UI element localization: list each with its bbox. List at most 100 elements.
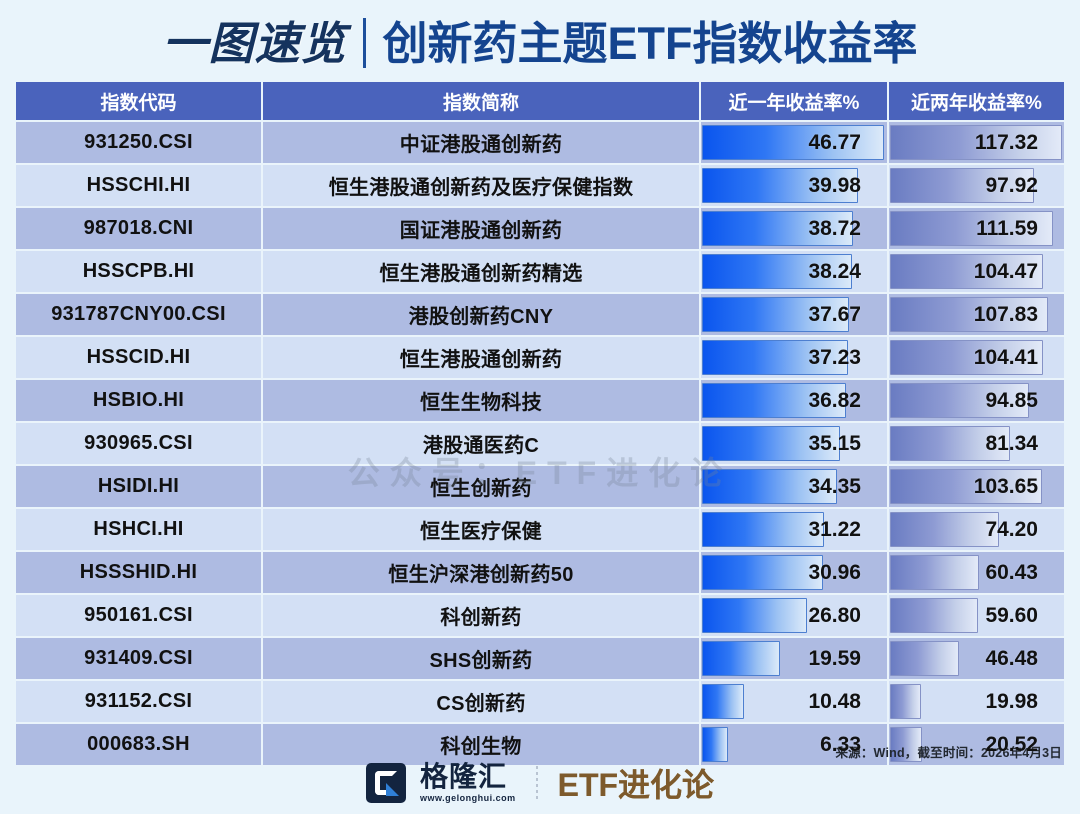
cell-index-name: 国证港股通创新药 bbox=[262, 207, 701, 251]
cell-two-year-return: 60.43 bbox=[888, 551, 1064, 595]
column-header-oneyear: 近一年收益率% bbox=[700, 82, 889, 122]
table-row: 000683.SH 科创生物 6.33 20.52 bbox=[16, 723, 1064, 767]
cell-index-name: 恒生港股通创新药 bbox=[262, 336, 701, 380]
table-row: 931250.CSI 中证港股通创新药 46.77 117.32 bbox=[16, 121, 1064, 165]
cell-one-year-return: 34.35 bbox=[700, 465, 889, 509]
gelonghui-wordmark: 格隆汇 www.gelonghui.com bbox=[420, 763, 516, 803]
bar-value-label: 94.85 bbox=[985, 389, 1038, 412]
cell-index-code: 931787CNY00.CSI bbox=[16, 293, 263, 337]
bar-two-year bbox=[890, 426, 1010, 461]
bar-one-year bbox=[702, 641, 780, 676]
cell-one-year-return: 30.96 bbox=[700, 551, 889, 595]
cell-index-code: HSBIO.HI bbox=[16, 379, 263, 423]
brand-url-label: www.gelonghui.com bbox=[419, 793, 516, 803]
bar-two-year bbox=[890, 383, 1030, 418]
bar-one-year bbox=[702, 555, 824, 590]
cell-index-name: 港股通医药C bbox=[262, 422, 701, 466]
cell-index-name: 科创生物 bbox=[262, 723, 701, 767]
cell-index-code: HSHCI.HI bbox=[16, 508, 263, 552]
bar-two-year bbox=[890, 641, 960, 676]
bar-value-label: 46.48 bbox=[985, 647, 1038, 670]
cell-one-year-return: 31.22 bbox=[700, 508, 889, 552]
bar-value-label: 59.60 bbox=[985, 604, 1038, 627]
bar-value-label: 46.77 bbox=[808, 131, 861, 154]
bar-value-label: 103.65 bbox=[973, 475, 1038, 498]
bar-two-year bbox=[890, 125, 1062, 160]
cell-index-code: HSSCHI.HI bbox=[16, 164, 263, 208]
table-row: 931787CNY00.CSI 港股创新药CNY 37.67 107.83 bbox=[16, 293, 1064, 337]
bar-one-year bbox=[702, 383, 847, 418]
bar-value-label: 38.24 bbox=[808, 260, 861, 283]
cell-one-year-return: 39.98 bbox=[700, 164, 889, 208]
cell-index-name: 中证港股通创新药 bbox=[262, 121, 701, 165]
column-header-name: 指数简称 bbox=[262, 82, 701, 122]
cell-one-year-return: 35.15 bbox=[700, 422, 889, 466]
cell-index-code: 931409.CSI bbox=[16, 637, 263, 681]
bar-one-year bbox=[702, 512, 825, 547]
cell-index-code: 987018.CNI bbox=[16, 207, 263, 251]
bar-value-label: 74.20 bbox=[985, 518, 1038, 541]
source-note: 来源：Wind，截至时间：2026年4月3日 bbox=[835, 746, 1062, 760]
bar-one-year bbox=[702, 297, 850, 332]
cell-index-code: 930965.CSI bbox=[16, 422, 263, 466]
table-header-row: 指数代码 指数简称 近一年收益率% 近两年收益率% bbox=[16, 82, 1064, 122]
bar-one-year bbox=[702, 125, 885, 160]
bar-one-year bbox=[702, 254, 852, 289]
brand-row: 格隆汇 www.gelonghui.com ETF进化论 bbox=[0, 760, 1080, 806]
cell-index-name: CS创新药 bbox=[262, 680, 701, 724]
bar-value-label: 107.83 bbox=[973, 303, 1038, 326]
bar-value-label: 20.52 bbox=[985, 733, 1038, 756]
cell-index-code: HSSCPB.HI bbox=[16, 250, 263, 294]
column-header-code: 指数代码 bbox=[16, 82, 263, 122]
bar-value-label: 35.15 bbox=[808, 432, 861, 455]
cell-index-name: 恒生港股通创新药精选 bbox=[262, 250, 701, 294]
cell-one-year-return: 38.24 bbox=[700, 250, 889, 294]
cell-index-code: 931250.CSI bbox=[16, 121, 263, 165]
table-row: 950161.CSI 科创新药 26.80 59.60 bbox=[16, 594, 1064, 638]
bar-two-year bbox=[890, 727, 922, 762]
cell-index-name: SHS创新药 bbox=[262, 637, 701, 681]
bar-one-year bbox=[702, 727, 729, 762]
table-row: 931152.CSI CS创新药 10.48 19.98 bbox=[16, 680, 1064, 724]
bar-value-label: 31.22 bbox=[808, 518, 861, 541]
table-row: HSSSHID.HI 恒生沪深港创新药50 30.96 60.43 bbox=[16, 551, 1064, 595]
cell-two-year-return: 74.20 bbox=[888, 508, 1064, 552]
bar-value-label: 6.33 bbox=[820, 733, 861, 756]
bar-two-year bbox=[890, 598, 979, 633]
bar-value-label: 10.48 bbox=[808, 690, 861, 713]
bar-one-year bbox=[702, 469, 837, 504]
bar-value-label: 30.96 bbox=[808, 561, 861, 584]
cell-two-year-return: 46.48 bbox=[888, 637, 1064, 681]
cell-one-year-return: 19.59 bbox=[700, 637, 889, 681]
bar-value-label: 19.98 bbox=[985, 690, 1038, 713]
cell-index-name: 恒生沪深港创新药50 bbox=[262, 551, 701, 595]
table-row: HSSCHI.HI 恒生港股通创新药及医疗保健指数 39.98 97.92 bbox=[16, 164, 1064, 208]
cell-index-code: HSIDI.HI bbox=[16, 465, 263, 509]
cell-one-year-return: 6.33 bbox=[700, 723, 889, 767]
cell-two-year-return: 111.59 bbox=[888, 207, 1064, 251]
bar-value-label: 117.32 bbox=[974, 131, 1038, 154]
bar-value-label: 60.43 bbox=[985, 561, 1038, 584]
cell-one-year-return: 38.72 bbox=[700, 207, 889, 251]
footer: 来源：Wind，截至时间：2026年4月3日 格隆汇 www.gelonghui… bbox=[0, 736, 1080, 814]
cell-one-year-return: 46.77 bbox=[700, 121, 889, 165]
cell-one-year-return: 37.23 bbox=[700, 336, 889, 380]
cell-two-year-return: 104.47 bbox=[888, 250, 1064, 294]
returns-table: 指数代码 指数简称 近一年收益率% 近两年收益率% 931250.CSI 中证港股… bbox=[16, 82, 1064, 767]
cell-index-name: 恒生生物科技 bbox=[262, 379, 701, 423]
bar-value-label: 38.72 bbox=[808, 217, 861, 240]
cell-index-code: 000683.SH bbox=[16, 723, 263, 767]
cell-index-code: 950161.CSI bbox=[16, 594, 263, 638]
gelonghui-logo-icon bbox=[365, 763, 406, 803]
cell-index-name: 恒生港股通创新药及医疗保健指数 bbox=[262, 164, 701, 208]
bar-value-label: 111.59 bbox=[976, 217, 1038, 240]
bar-value-label: 104.47 bbox=[973, 260, 1038, 283]
table-body: 931250.CSI 中证港股通创新药 46.77 117.32 HSSCHI.HI 恒生… bbox=[16, 121, 1064, 767]
table-row: 931409.CSI SHS创新药 19.59 46.48 bbox=[16, 637, 1064, 681]
cell-one-year-return: 37.67 bbox=[700, 293, 889, 337]
bar-two-year bbox=[890, 512, 1000, 547]
cell-two-year-return: 81.34 bbox=[888, 422, 1064, 466]
bar-value-label: 81.34 bbox=[985, 432, 1038, 455]
bar-two-year bbox=[890, 168, 1034, 203]
cell-index-name: 港股创新药CNY bbox=[262, 293, 701, 337]
